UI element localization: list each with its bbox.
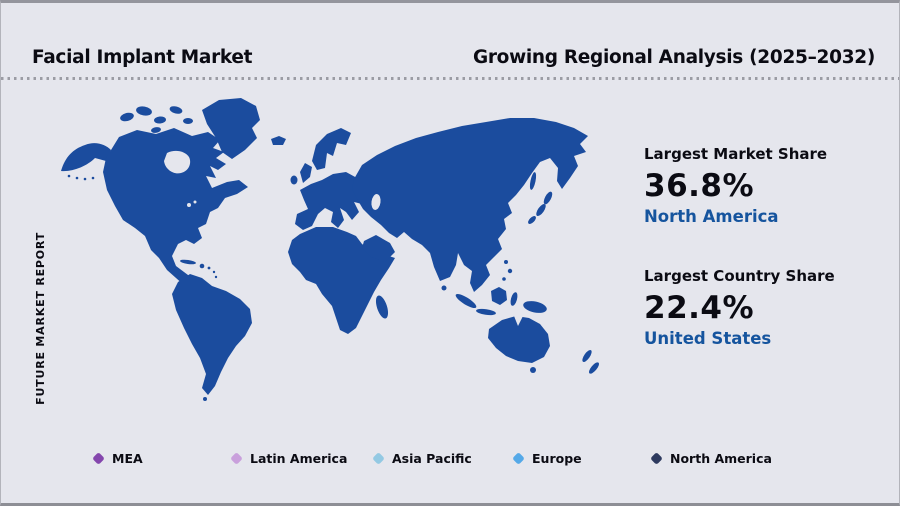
stat-value: 22.4% [644,290,755,326]
stat-region: North America [644,207,779,226]
stat-market-share: Largest Market Share 36.8% North America [644,145,879,226]
brand-watermark-text: FUTURE MARKET REPORT [34,231,47,405]
brand-watermark: FUTURE MARKET REPORT [34,232,47,405]
page-title: Facial Implant Market [32,47,253,68]
legend-diamond-icon [372,452,385,465]
legend-diamond-icon [512,452,525,465]
header: Facial Implant Market Growing Regional A… [1,3,899,76]
page-subtitle: Growing Regional Analysis (2025–2032) [472,47,875,68]
legend-item-europe: Europe [512,451,582,466]
legend-diamond-icon [92,452,105,465]
legend-label: North America [670,451,772,466]
legend-item-asia-pacific: Asia Pacific [372,451,472,466]
legend-label: Latin America [250,451,348,466]
stat-label: Largest Market Share [644,145,828,163]
stat-label: Largest Country Share [644,267,835,285]
stat-country-share: Largest Country Share 22.4% United State… [644,267,879,348]
legend-label: Asia Pacific [392,451,472,466]
legend-diamond-icon [650,452,663,465]
legend-item-mea: MEA [92,451,143,466]
stat-value: 36.8% [644,168,755,204]
legend-item-north-america: North America [650,451,772,466]
legend-label: MEA [112,451,143,466]
dotted-divider [1,77,899,80]
legend-label: Europe [532,451,582,466]
legend-diamond-icon [230,452,243,465]
world-map [61,98,599,401]
stat-region: United States [644,329,772,348]
legend-item-latin-america: Latin America [230,451,348,466]
stats-panel: Largest Market Share 36.8% North America… [644,145,879,348]
